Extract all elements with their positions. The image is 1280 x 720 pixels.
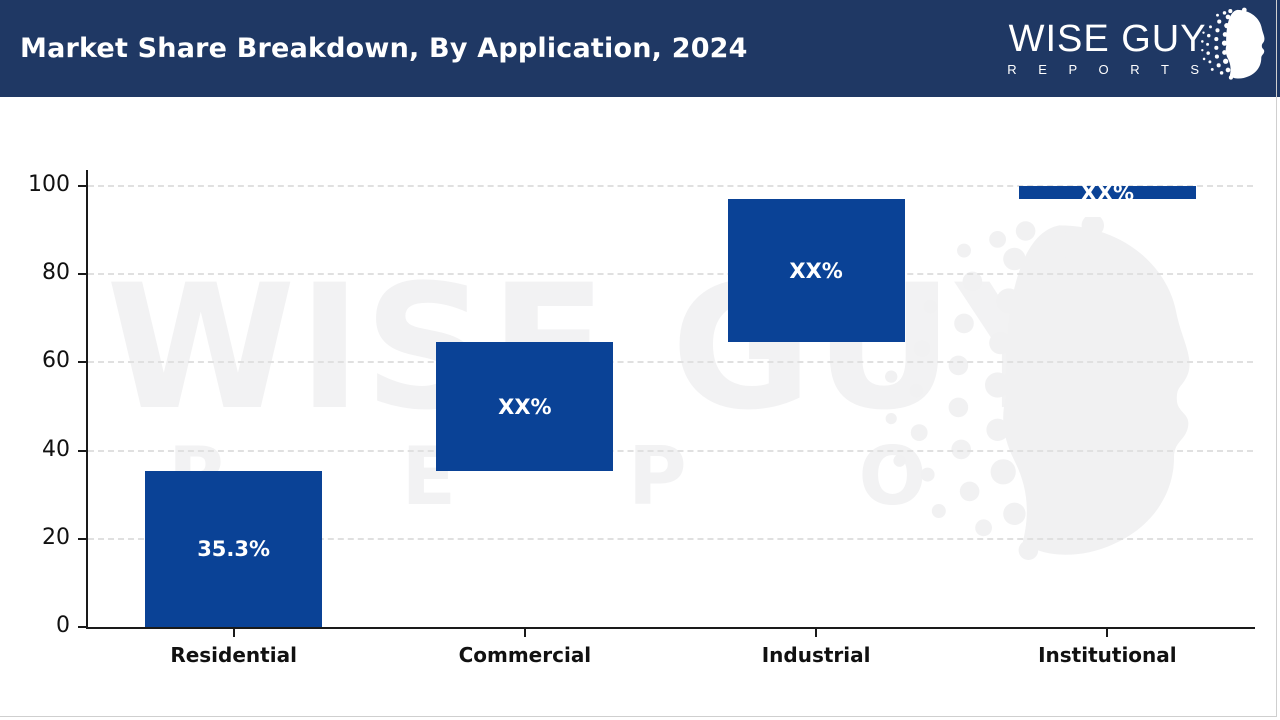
category-label-residential: Residential	[170, 643, 297, 667]
y-tick-80	[78, 273, 86, 276]
y-tick-40	[78, 449, 86, 452]
logo-subtext: R E P O R T S	[1007, 62, 1208, 77]
bar-value-label: XX%	[789, 258, 843, 283]
y-tick-0	[78, 626, 86, 628]
chart-area: WISE GUY R E P O R T S 02040608010035.3%…	[0, 97, 1280, 720]
y-tick-label-40: 40	[42, 436, 70, 462]
gridline-20	[88, 537, 1253, 540]
watermark-head-icon	[885, 217, 1190, 560]
y-tick-label-20: 20	[42, 524, 70, 550]
x-tick-1	[523, 629, 526, 637]
bar-industrial: XX%	[727, 199, 905, 343]
y-axis-line	[86, 170, 88, 629]
bar-commercial: XX%	[436, 342, 614, 472]
y-tick-label-100: 100	[28, 172, 70, 197]
y-tick-label-80: 80	[42, 260, 70, 286]
y-tick-label-60: 60	[42, 348, 70, 374]
y-tick-20	[78, 537, 86, 540]
category-label-commercial: Commercial	[458, 643, 592, 667]
category-label-industrial: Industrial	[761, 643, 871, 667]
x-tick-3	[1106, 629, 1109, 637]
gridline-100	[88, 185, 1253, 187]
bar-value-label: XX%	[1080, 180, 1135, 205]
gridline-80	[88, 273, 1253, 276]
wise-guy-logo: WISE GUY R E P O R T S	[1007, 7, 1270, 91]
gridline-60	[88, 361, 1253, 364]
logo-wordmark: WISE GUY	[1008, 18, 1207, 60]
category-label-institutional: Institutional	[1038, 643, 1177, 667]
page-title: Market Share Breakdown, By Application, …	[20, 33, 748, 64]
gridline-40	[88, 449, 1253, 452]
x-axis-line	[86, 627, 1255, 629]
y-tick-label-0: 0	[56, 613, 70, 638]
x-tick-0	[232, 629, 235, 637]
bar-residential: 35.3%	[145, 471, 323, 627]
x-tick-2	[815, 629, 818, 637]
y-tick-100	[78, 185, 86, 187]
logo-text: WISE GUY R E P O R T S	[1007, 20, 1208, 77]
y-tick-60	[78, 361, 86, 364]
bar-institutional: XX%	[1018, 181, 1196, 205]
bar-value-label: XX%	[498, 394, 552, 419]
header: Market Share Breakdown, By Application, …	[0, 0, 1280, 97]
logo-head-icon	[1201, 7, 1265, 80]
bar-value-label: 35.3%	[197, 537, 271, 562]
